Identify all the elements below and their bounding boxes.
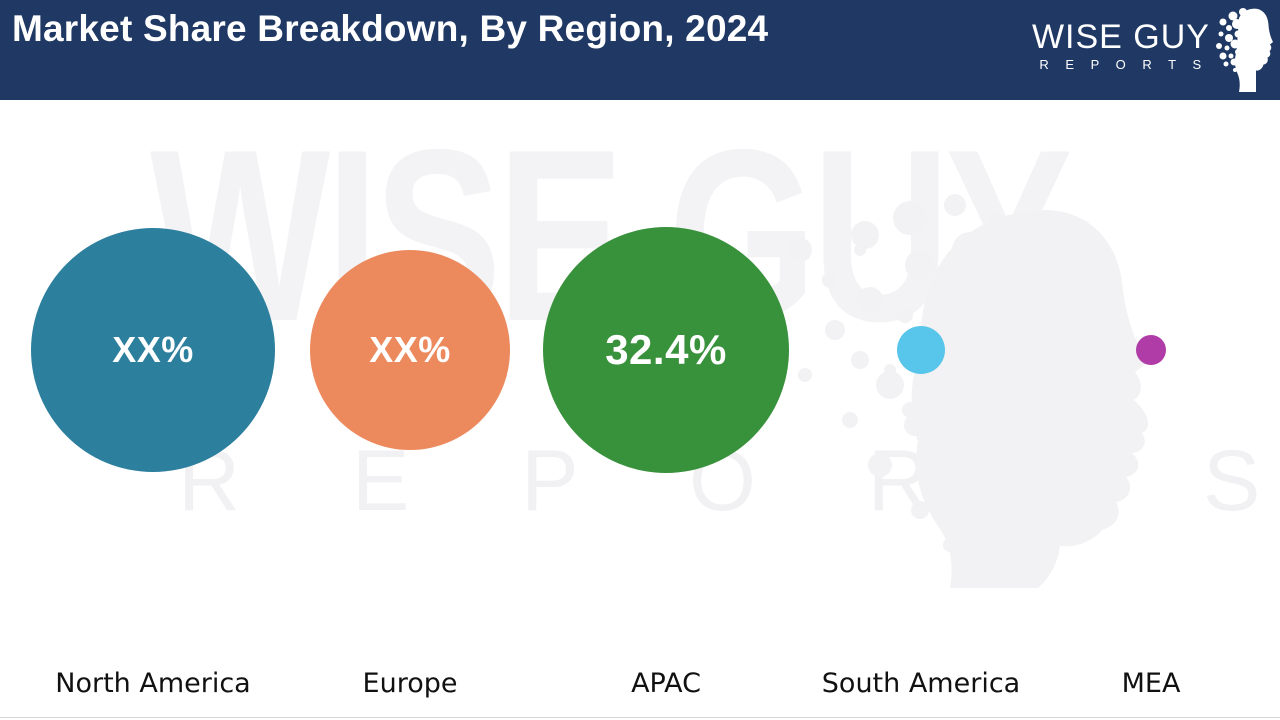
category-label-north-america: North America: [55, 668, 251, 699]
watermark-head-icon: [788, 194, 1149, 588]
wise-guy-logo: WISE GUY R E P O R T S: [1032, 4, 1274, 92]
bubble-apac: 32.4%: [543, 227, 789, 473]
logo-subtext: R E P O R T S: [1039, 57, 1208, 72]
bubble-value-apac: 32.4%: [605, 326, 727, 373]
bubble-europe: XX%: [310, 250, 510, 450]
bubble-north-america: XX%: [31, 228, 275, 472]
bubble-value-north-america: XX%: [112, 329, 194, 370]
logo-text: WISE GUY R E P O R T S: [1032, 20, 1210, 72]
logo-head-icon: [1216, 8, 1273, 92]
bubble-chart: WISE GUY R E P O R T S XX% North A: [0, 100, 1280, 717]
page-title: Market Share Breakdown, By Region, 2024: [12, 8, 769, 49]
category-label-south-america: South America: [821, 668, 1021, 699]
logo-wordmark: WISE GUY: [1031, 18, 1210, 56]
category-label-europe: Europe: [362, 668, 458, 699]
bubble-south-america: [897, 326, 945, 374]
category-label-apac: APAC: [631, 668, 701, 699]
bottom-divider: [0, 717, 1280, 718]
bubble-mea: [1136, 335, 1166, 365]
bubble-value-europe: XX%: [369, 329, 451, 370]
header: Market Share Breakdown, By Region, 2024 …: [0, 0, 1280, 100]
category-label-mea: MEA: [1121, 668, 1181, 699]
